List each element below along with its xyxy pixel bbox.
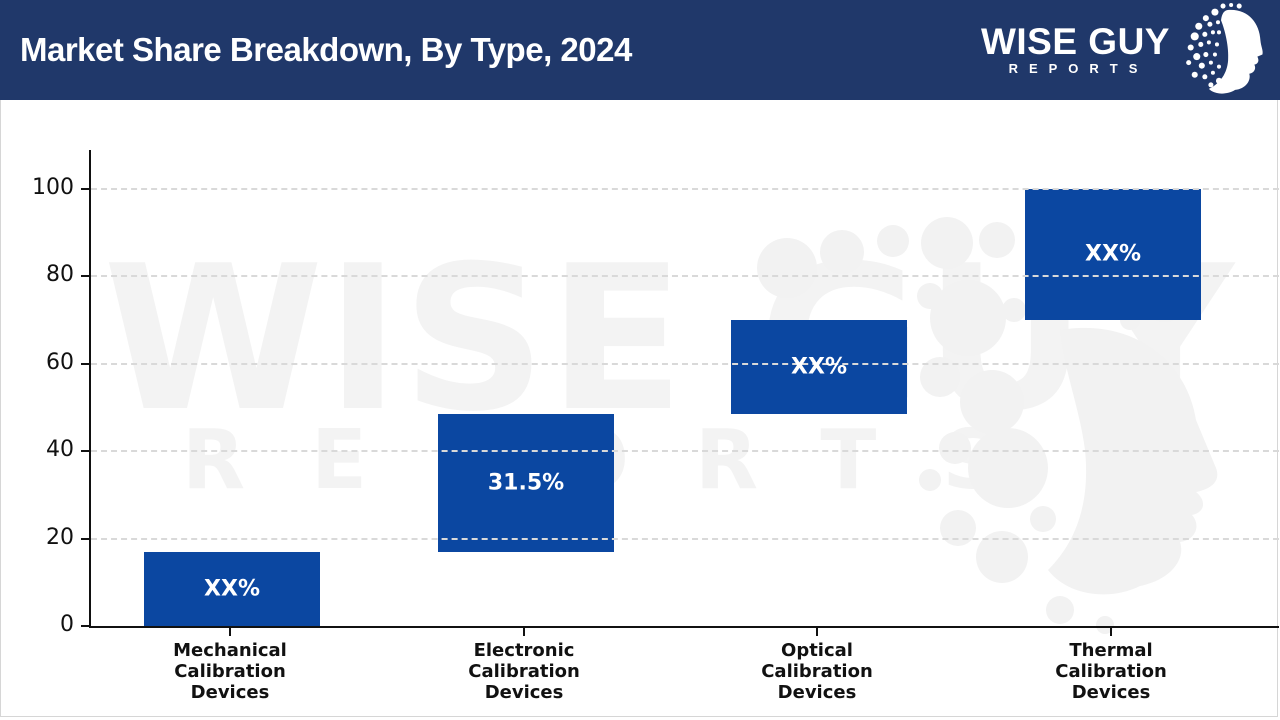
page-title: Market Share Breakdown, By Type, 2024 (20, 31, 632, 68)
bar-1 (144, 551, 320, 626)
x-tick-mark-2 (523, 628, 526, 636)
y-tick-label-40: 40 (46, 437, 74, 462)
grid-line-20 (91, 537, 1279, 540)
x-category-label-line: Devices (190, 682, 270, 703)
bar-value-label: XX% (1085, 241, 1142, 267)
bar-value-label: XX% (204, 576, 260, 602)
bar-value-label: 31.5% (487, 470, 565, 496)
grid-line-80 (91, 275, 1279, 277)
grid-line-60 (91, 362, 1279, 365)
y-tick-mark-80 (81, 275, 89, 277)
bar-4 (1025, 188, 1202, 320)
y-tick-label-60: 60 (46, 349, 74, 375)
logo-text: WISE GUY REPORTS (980, 21, 1170, 76)
logo-subtitle: REPORTS (1008, 61, 1149, 76)
x-category-label-line: Calibration (1055, 661, 1167, 682)
x-category-label-line: Electronic (473, 640, 575, 661)
x-category-label-line: Devices (1071, 682, 1151, 703)
x-tick-mark-1 (229, 628, 231, 636)
x-category-label: Mechanical Calibration Devices (120, 640, 340, 703)
bar-value-label: XX% (791, 354, 847, 380)
x-category-label-line: Calibration (468, 661, 580, 682)
x-category-label-line: Thermal (1069, 640, 1153, 661)
dotted-head-icon (1186, 3, 1263, 94)
x-category-label: Electronic Calibration Devices (414, 640, 634, 703)
x-category-label-line: Calibration (761, 661, 873, 682)
header-bar: Market Share Breakdown, By Type, 2024 WI… (0, 0, 1280, 100)
y-tick-mark-0 (81, 625, 89, 627)
bar-2 (438, 413, 615, 552)
plot-area: XX% 31.5% XX% XX% (89, 150, 1279, 628)
y-tick-label-100: 100 (32, 174, 74, 200)
grid-line-100 (91, 187, 1279, 190)
x-tick-mark-3 (816, 628, 818, 636)
x-category-label: Optical Calibration Devices (707, 640, 927, 703)
y-tick-mark-20 (81, 537, 89, 540)
y-tick-mark-100 (81, 187, 89, 190)
x-category-label: Thermal Calibration Devices (1001, 640, 1221, 703)
wise-guy-reports-logo: WISE GUY REPORTS (981, 2, 1280, 98)
x-category-label-line: Mechanical (173, 640, 287, 661)
y-tick-label-20: 20 (46, 524, 74, 550)
x-category-label-line: Devices (484, 682, 564, 703)
logo-name: WISE GUY (980, 21, 1170, 62)
grid-line-40 (91, 450, 1279, 452)
bar-3 (731, 319, 907, 414)
x-category-label-line: Devices (777, 682, 857, 703)
y-tick-label-0: 0 (60, 612, 74, 637)
x-category-label-line: Optical (781, 640, 853, 661)
x-category-label-line: Calibration (174, 661, 286, 682)
y-tick-mark-60 (81, 362, 89, 365)
y-tick-label-80: 80 (46, 262, 74, 287)
x-tick-mark-4 (1110, 628, 1113, 636)
y-tick-mark-40 (81, 450, 89, 452)
